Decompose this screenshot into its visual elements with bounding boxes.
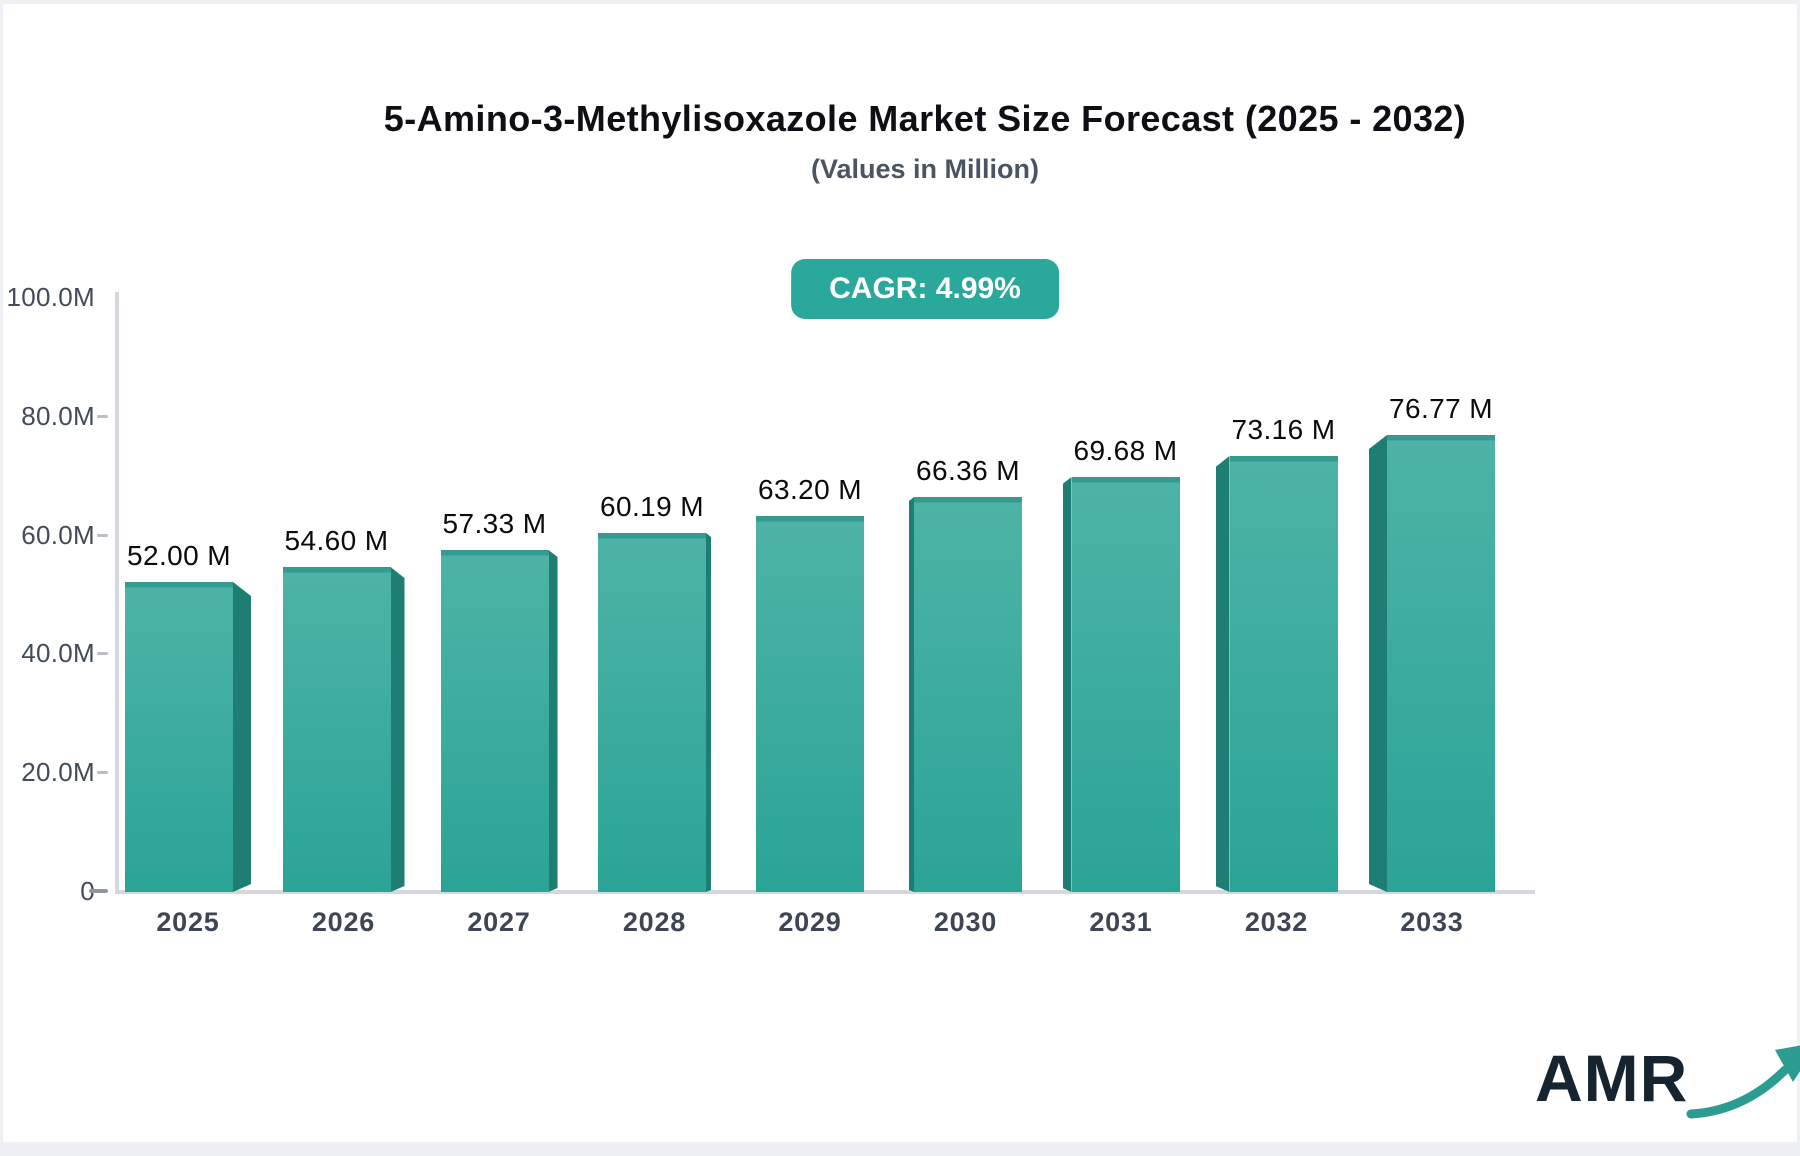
- y-tick-label: 40.0M: [21, 638, 95, 669]
- bar-2027: [440, 550, 549, 892]
- x-category-label: 2031: [1089, 907, 1153, 937]
- chart-subtitle: (Values in Million): [810, 154, 1040, 184]
- x-category-label: 2026: [311, 907, 376, 937]
- bar-2028: [598, 533, 706, 892]
- x-category-label: 2027: [467, 907, 531, 937]
- y-tick-mark: [97, 771, 108, 775]
- bar-2030: [914, 497, 1022, 892]
- y-tick-mark: [97, 533, 108, 537]
- bar-value-label: 60.19 M: [600, 491, 704, 522]
- bar-value-label: 52.00 M: [127, 540, 231, 571]
- growth-arrow-icon: [1686, 1045, 1800, 1119]
- bar-side-2030: [909, 497, 914, 892]
- bar-value-label: 57.33 M: [442, 508, 547, 539]
- y-tick-label: 100.0M: [6, 282, 95, 312]
- bar-value-label: 66.36 M: [916, 455, 1020, 486]
- x-category-label: 2029: [778, 907, 842, 937]
- bar-value-label: 69.68 M: [1073, 435, 1178, 466]
- x-category-label: 2028: [622, 907, 687, 937]
- bar-side-2033: [1369, 435, 1387, 892]
- x-category-label: 2033: [1400, 907, 1464, 937]
- y-tick-label: 60.0M: [21, 519, 95, 550]
- bar-side-2026: [391, 567, 405, 892]
- x-category-label: 2025: [156, 907, 220, 937]
- bar-value-label: 76.77 M: [1389, 393, 1493, 424]
- bar-2029: [756, 516, 864, 892]
- bar-2032: [1229, 456, 1338, 892]
- amr-logo-text: AMR: [1535, 1041, 1689, 1115]
- y-tick-label: 20.0M: [21, 757, 95, 788]
- bar-2025: [125, 582, 233, 892]
- bar-2026: [282, 567, 391, 892]
- bar-value-label: 63.20 M: [758, 474, 862, 505]
- bar-side-2028: [706, 533, 711, 892]
- y-tick-mark: [97, 652, 108, 656]
- bar-side-2027: [549, 550, 558, 892]
- y-tick-label: 80.0M: [21, 400, 95, 431]
- x-category-label: 2032: [1244, 907, 1309, 937]
- bar-2033: [1387, 435, 1495, 892]
- y-tick-label: 0: [80, 876, 95, 906]
- amr-logo: AMR: [1535, 1032, 1800, 1128]
- bar-value-label: 73.16 M: [1231, 414, 1336, 445]
- y-tick-mark: [97, 414, 108, 418]
- y-tick-mark: [89, 889, 108, 893]
- bar-chart: 100.0M 80.0M 60.0M 40.0M 20.0M 0 52.00 M 2025 54…: [3, 4, 1797, 1142]
- bar-side-2025: [233, 582, 251, 892]
- y-axis-line: [115, 292, 119, 894]
- x-category-label: 2030: [933, 907, 998, 937]
- bar-value-label: 54.60 M: [284, 525, 389, 556]
- bar-side-2031: [1063, 477, 1072, 892]
- bar-2031: [1071, 477, 1180, 892]
- bar-side-2032: [1216, 456, 1230, 892]
- chart-card: 5-Amino-3-Methylisoxazole Market Size Fo…: [3, 4, 1800, 1142]
- x-axis-line: [115, 890, 1535, 894]
- chart-title: 5-Amino-3-Methylisoxazole Market Size Fo…: [383, 98, 1467, 139]
- cagr-badge: CAGR: 4.99%: [791, 259, 1059, 319]
